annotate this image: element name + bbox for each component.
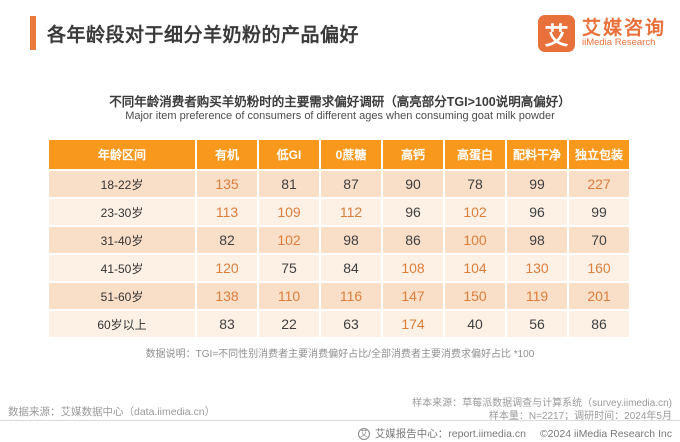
tgi-value: 98 bbox=[321, 227, 381, 253]
subtitle-english: Major item preference of consumers of di… bbox=[125, 110, 555, 122]
table-row: 41-50岁 120 75 84 108 104 130 160 bbox=[49, 255, 629, 281]
logo-text: 艾媒咨询 iiMedia Research bbox=[581, 17, 666, 49]
header-row: 年龄区间 有机 低GI 0蔗糖 高钙 高蛋白 配料干净 独立包装 bbox=[49, 140, 629, 169]
table-row: 23-30岁 113 109 112 96 102 96 99 bbox=[49, 199, 629, 225]
tgi-value-highlight: 113 bbox=[197, 199, 257, 225]
column-header: 高蛋白 bbox=[445, 140, 505, 169]
tgi-value-highlight: 104 bbox=[445, 255, 505, 281]
footer-divider bbox=[0, 420, 680, 421]
tgi-value: 63 bbox=[321, 311, 381, 337]
tgi-value: 70 bbox=[569, 227, 629, 253]
tgi-value-highlight: 201 bbox=[569, 283, 629, 309]
tgi-value: 98 bbox=[507, 227, 567, 253]
column-header: 高钙 bbox=[383, 140, 443, 169]
logo-name-en: iiMedia Research bbox=[581, 37, 656, 49]
iimedia-logo: 艾 艾媒咨询 iiMedia Research bbox=[537, 15, 666, 52]
tgi-value-highlight: 109 bbox=[259, 199, 319, 225]
tgi-value: 22 bbox=[259, 311, 319, 337]
tgi-value: 78 bbox=[445, 171, 505, 197]
column-header: 年龄区间 bbox=[49, 140, 195, 169]
column-header: 配料干净 bbox=[507, 140, 567, 169]
tgi-value: 96 bbox=[383, 199, 443, 225]
sample-info-block: 样本来源：草莓派数据调查与计算系统（survey.iimedia.cn) 样本量… bbox=[412, 398, 672, 423]
age-cell: 23-30岁 bbox=[49, 199, 195, 225]
column-header: 有机 bbox=[197, 140, 257, 169]
preference-table: 年龄区间 有机 低GI 0蔗糖 高钙 高蛋白 配料干净 独立包装 18-22岁 135 81 87 9… bbox=[47, 138, 631, 339]
table-row: 51-60岁 138 110 116 147 150 119 201 bbox=[49, 283, 629, 309]
tgi-value: 82 bbox=[197, 227, 257, 253]
iimedia-report-icon: 艾 bbox=[357, 427, 370, 440]
tgi-value-highlight: 100 bbox=[445, 227, 505, 253]
subtitle-chinese: 不同年龄消费者购买羊奶粉时的主要需求偏好调研（高亮部分TGI>100说明高偏好） bbox=[109, 95, 571, 109]
tgi-value-highlight: 102 bbox=[259, 227, 319, 253]
tgi-value-highlight: 160 bbox=[569, 255, 629, 281]
tgi-value-highlight: 135 bbox=[197, 171, 257, 197]
tgi-value: 81 bbox=[259, 171, 319, 197]
tgi-value-highlight: 112 bbox=[321, 199, 381, 225]
tgi-value: 99 bbox=[507, 171, 567, 197]
tgi-value-highlight: 138 bbox=[197, 283, 257, 309]
column-header: 独立包装 bbox=[569, 140, 629, 169]
tgi-value-highlight: 116 bbox=[321, 283, 381, 309]
table-row: 31-40岁 82 102 98 86 100 98 70 bbox=[49, 227, 629, 253]
age-cell: 31-40岁 bbox=[49, 227, 195, 253]
age-cell: 18-22岁 bbox=[49, 171, 195, 197]
age-cell: 60岁以上 bbox=[49, 311, 195, 337]
tgi-value: 87 bbox=[321, 171, 381, 197]
age-cell: 51-60岁 bbox=[49, 283, 195, 309]
table-row: 18-22岁 135 81 87 90 78 99 227 bbox=[49, 171, 629, 197]
tgi-value-highlight: 120 bbox=[197, 255, 257, 281]
footer-report-center: 艾媒报告中心：report.iimedia.cn bbox=[374, 428, 526, 440]
sample-size: 样本量：N=2217；调研时间：2024年5月 bbox=[488, 410, 672, 422]
tgi-value: 99 bbox=[569, 199, 629, 225]
tgi-value-highlight: 110 bbox=[259, 283, 319, 309]
iimedia-logo-icon: 艾 bbox=[537, 15, 575, 52]
data-source: 数据来源：艾媒数据中心（data.iimedia.cn） bbox=[8, 406, 216, 418]
tgi-value: 86 bbox=[569, 311, 629, 337]
tgi-value-highlight: 102 bbox=[445, 199, 505, 225]
tgi-value-highlight: 227 bbox=[569, 171, 629, 197]
tgi-value-highlight: 147 bbox=[383, 283, 443, 309]
tgi-value-highlight: 119 bbox=[507, 283, 567, 309]
title-accent-bar bbox=[30, 16, 36, 50]
tgi-value: 90 bbox=[383, 171, 443, 197]
preference-table-wrap: 年龄区间 有机 低GI 0蔗糖 高钙 高蛋白 配料干净 独立包装 18-22岁 135 81 87 9… bbox=[47, 138, 631, 339]
tgi-value-highlight: 174 bbox=[383, 311, 443, 337]
tgi-value: 75 bbox=[259, 255, 319, 281]
tgi-value-highlight: 108 bbox=[383, 255, 443, 281]
footer-copyright: ©2024 iiMedia Research Inc bbox=[539, 427, 672, 440]
header: 各年龄段对于细分羊奶粉的产品偏好 bbox=[30, 16, 359, 50]
tgi-value: 86 bbox=[383, 227, 443, 253]
table-row: 60岁以上 83 22 63 174 40 56 86 bbox=[49, 311, 629, 337]
table-body: 18-22岁 135 81 87 90 78 99 227 23-30岁 113 109 112 96 1… bbox=[49, 171, 629, 337]
data-note: 数据说明：TGI=不同性别消费者主要消费偏好占比/全部消费者主要消费求偏好占比 … bbox=[145, 349, 535, 360]
age-cell: 41-50岁 bbox=[49, 255, 195, 281]
sample-source: 样本来源：草莓派数据调查与计算系统（survey.iimedia.cn) bbox=[412, 398, 672, 409]
column-header: 低GI bbox=[259, 140, 319, 169]
tgi-value-highlight: 130 bbox=[507, 255, 567, 281]
tgi-value-highlight: 150 bbox=[445, 283, 505, 309]
footer: 艾 艾媒报告中心：report.iimedia.cn ©2024 iiMedia… bbox=[357, 426, 672, 441]
logo-name-cn: 艾媒咨询 bbox=[581, 17, 666, 39]
tgi-value: 96 bbox=[507, 199, 567, 225]
tgi-value: 83 bbox=[197, 311, 257, 337]
column-header: 0蔗糖 bbox=[321, 140, 381, 169]
table-head: 年龄区间 有机 低GI 0蔗糖 高钙 高蛋白 配料干净 独立包装 bbox=[49, 140, 629, 169]
tgi-value: 56 bbox=[507, 311, 567, 337]
tgi-value: 84 bbox=[321, 255, 381, 281]
page-title: 各年龄段对于细分羊奶粉的产品偏好 bbox=[47, 24, 360, 46]
tgi-value: 40 bbox=[445, 311, 505, 337]
